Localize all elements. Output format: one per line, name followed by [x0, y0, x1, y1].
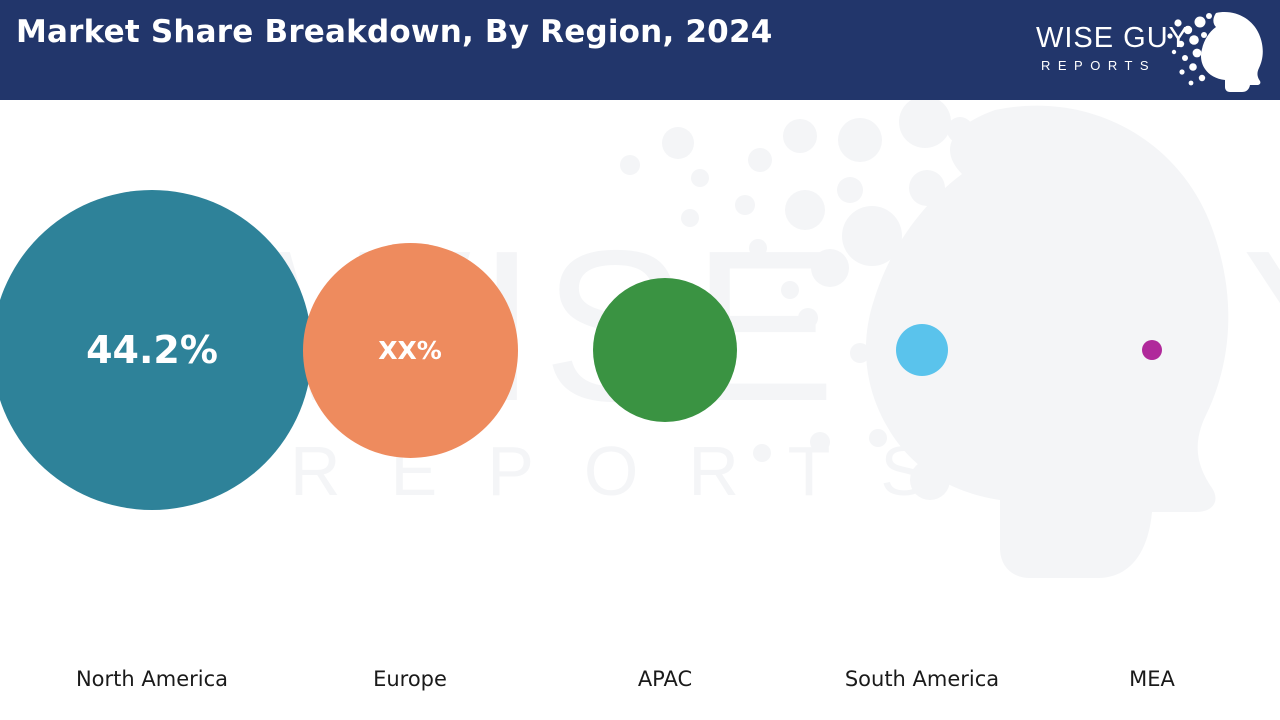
- region-label-south-america: South America: [844, 667, 1000, 691]
- page-title: Market Share Breakdown, By Region, 2024: [16, 14, 773, 50]
- header-bar: Market Share Breakdown, By Region, 2024 …: [0, 0, 1280, 100]
- bubble-chart: WISE GUY REPORTS: [0, 100, 1280, 645]
- bubble-apac[interactable]: [593, 278, 737, 422]
- dotted-head-profile-icon: [1167, 12, 1263, 92]
- bubble-value-europe: XX%: [378, 335, 442, 365]
- region-label-mea: MEA: [1129, 667, 1175, 691]
- region-label-apac: APAC: [637, 667, 693, 691]
- region-label-north-america: North America: [75, 667, 229, 691]
- bubble-mea[interactable]: [1142, 340, 1162, 360]
- bubble-europe[interactable]: XX%: [302, 242, 518, 458]
- logo-wordmark: WISE GUY: [1036, 22, 1190, 54]
- logo-subwordmark: REPORTS: [1041, 58, 1157, 73]
- bubble-north-america[interactable]: 44.2%: [0, 190, 312, 510]
- brand-logo: WISE GUY REPORTS: [1014, 8, 1270, 92]
- bubble-south-america[interactable]: [896, 324, 948, 376]
- region-label-europe: Europe: [373, 667, 447, 691]
- bubble-value-north-america: 44.2%: [86, 328, 218, 372]
- region-labels-row: North America Europe APAC South America …: [0, 645, 1280, 720]
